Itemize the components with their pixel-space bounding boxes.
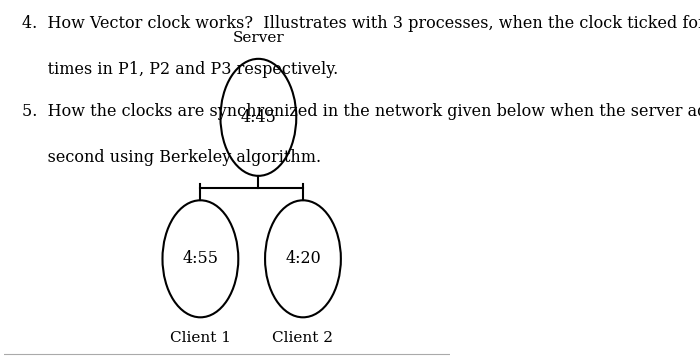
Text: 4:20: 4:20 [285, 250, 321, 267]
Text: 5.  How the clocks are synchronized in the network given below when the server a: 5. How the clocks are synchronized in th… [22, 103, 700, 120]
Text: Client 1: Client 1 [170, 332, 231, 345]
Text: times in P1, P2 and P3 respectively.: times in P1, P2 and P3 respectively. [22, 61, 338, 78]
Text: Client 2: Client 2 [272, 332, 333, 345]
Text: 4.  How Vector clock works?  Illustrates with 3 processes, when the clock ticked: 4. How Vector clock works? Illustrates w… [22, 15, 700, 32]
Text: Server: Server [232, 31, 284, 45]
Text: second using Berkeley algorithm.: second using Berkeley algorithm. [22, 149, 321, 166]
Text: 4:45: 4:45 [240, 109, 276, 126]
Text: 4:55: 4:55 [183, 250, 218, 267]
